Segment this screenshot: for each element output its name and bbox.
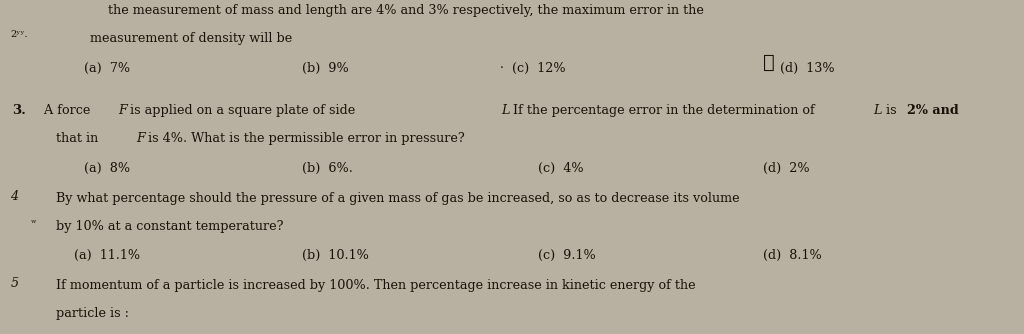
Text: L: L	[873, 104, 882, 117]
Text: is: is	[882, 104, 900, 117]
Text: 2% and: 2% and	[907, 104, 959, 117]
Text: is applied on a square plate of side: is applied on a square plate of side	[126, 104, 359, 117]
Text: (a)  7%: (a) 7%	[84, 62, 130, 75]
Text: (c)  4%: (c) 4%	[538, 162, 584, 175]
Text: (b)  9%: (b) 9%	[302, 62, 349, 75]
Text: (a)  11.1%: (a) 11.1%	[74, 249, 140, 262]
Text: measurement of density will be: measurement of density will be	[90, 32, 293, 45]
Text: L: L	[501, 104, 509, 117]
Text: 4: 4	[10, 190, 18, 203]
Text: that in: that in	[56, 132, 102, 145]
Text: (a)  8%: (a) 8%	[84, 162, 130, 175]
Text: If the percentage error in the determination of: If the percentage error in the determina…	[509, 104, 818, 117]
Text: by 10% at a constant temperature?: by 10% at a constant temperature?	[56, 220, 284, 233]
Text: (b)  6%.: (b) 6%.	[302, 162, 353, 175]
Text: A force: A force	[36, 104, 94, 117]
Text: If momentum of a particle is increased by 100%. Then percentage increase in kine: If momentum of a particle is increased b…	[56, 279, 696, 292]
Text: F: F	[136, 132, 145, 145]
Text: is 4%. What is the permissible error in pressure?: is 4%. What is the permissible error in …	[144, 132, 465, 145]
Text: particle is :: particle is :	[56, 307, 129, 320]
Text: the measurement of mass and length are 4% and 3% respectively, the maximum error: the measurement of mass and length are 4…	[108, 4, 703, 17]
Text: (d)  13%: (d) 13%	[780, 62, 835, 75]
Text: ·  (c)  12%: · (c) 12%	[500, 62, 565, 75]
Text: ✓: ✓	[763, 53, 774, 71]
Text: (d)  2%: (d) 2%	[763, 162, 810, 175]
Text: (b)  10.1%: (b) 10.1%	[302, 249, 369, 262]
Text: (d)  8.1%: (d) 8.1%	[763, 249, 821, 262]
Text: By what percentage should the pressure of a given mass of gas be increased, so a: By what percentage should the pressure o…	[56, 192, 740, 205]
Text: (c)  9.1%: (c) 9.1%	[538, 249, 595, 262]
Text: 3.: 3.	[12, 104, 27, 117]
Text: F: F	[118, 104, 127, 117]
Text: ʷ: ʷ	[31, 219, 37, 228]
Text: 2ʸʸ.: 2ʸʸ.	[10, 30, 28, 39]
Text: 5: 5	[10, 277, 18, 290]
